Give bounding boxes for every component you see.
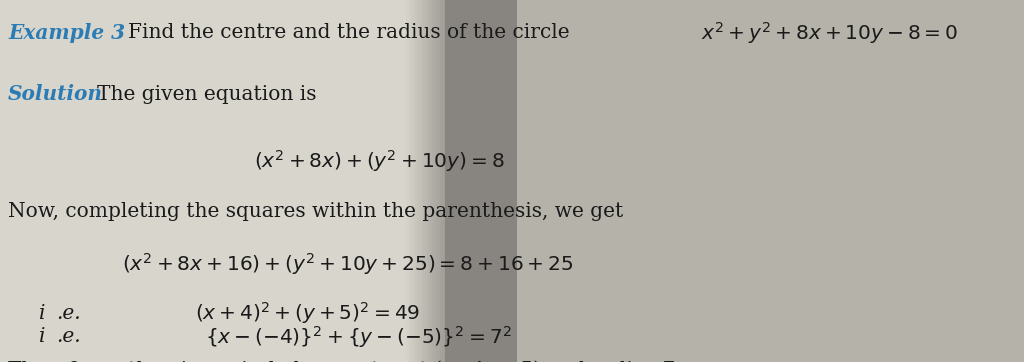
Text: i: i xyxy=(39,304,45,323)
FancyBboxPatch shape xyxy=(440,0,442,362)
FancyBboxPatch shape xyxy=(423,0,425,362)
Text: .e.: .e. xyxy=(56,327,81,346)
FancyBboxPatch shape xyxy=(454,0,456,362)
FancyBboxPatch shape xyxy=(445,0,447,362)
FancyBboxPatch shape xyxy=(517,0,1024,362)
FancyBboxPatch shape xyxy=(425,0,427,362)
Text: i: i xyxy=(39,327,45,346)
Text: Therefore,  the given circle has centre at (  −4,  −5) and radius 7: Therefore, the given circle has centre a… xyxy=(8,361,676,362)
FancyBboxPatch shape xyxy=(0,0,445,362)
FancyBboxPatch shape xyxy=(417,0,418,362)
FancyBboxPatch shape xyxy=(449,0,451,362)
FancyBboxPatch shape xyxy=(413,0,415,362)
Text: $(x+4)^2+(y+5)^2=49$: $(x+4)^2+(y+5)^2=49$ xyxy=(195,300,420,326)
Text: .e.: .e. xyxy=(56,304,81,323)
FancyBboxPatch shape xyxy=(445,0,517,362)
Text: The given equation is: The given equation is xyxy=(97,85,316,104)
Text: Now, completing the squares within the parenthesis, we get: Now, completing the squares within the p… xyxy=(8,202,624,221)
Text: $x^2+y^2+8x+10y-8=0$: $x^2+y^2+8x+10y-8=0$ xyxy=(701,20,958,46)
FancyBboxPatch shape xyxy=(420,0,422,362)
FancyBboxPatch shape xyxy=(432,0,433,362)
FancyBboxPatch shape xyxy=(442,0,443,362)
FancyBboxPatch shape xyxy=(408,0,410,362)
FancyBboxPatch shape xyxy=(428,0,430,362)
Text: Example 3: Example 3 xyxy=(8,22,125,43)
Text: Find the centre and the radius of the circle: Find the centre and the radius of the ci… xyxy=(128,23,575,42)
Text: $\{x-(-4)\}^2+\{y-(-5)\}^2=7^2$: $\{x-(-4)\}^2+\{y-(-5)\}^2=7^2$ xyxy=(205,324,512,350)
FancyBboxPatch shape xyxy=(437,0,438,362)
FancyBboxPatch shape xyxy=(443,0,445,362)
Text: Solution: Solution xyxy=(8,84,103,104)
FancyBboxPatch shape xyxy=(433,0,435,362)
FancyBboxPatch shape xyxy=(447,0,449,362)
FancyBboxPatch shape xyxy=(410,0,412,362)
FancyBboxPatch shape xyxy=(453,0,454,362)
FancyBboxPatch shape xyxy=(412,0,413,362)
FancyBboxPatch shape xyxy=(415,0,417,362)
Text: $(x^2+8x)+(y^2+10y)=8$: $(x^2+8x)+(y^2+10y)=8$ xyxy=(254,148,504,174)
FancyBboxPatch shape xyxy=(418,0,420,362)
FancyBboxPatch shape xyxy=(451,0,453,362)
FancyBboxPatch shape xyxy=(422,0,423,362)
Text: $(x^2+8x+16)+(y^2+10y+25)=8+16+25$: $(x^2+8x+16)+(y^2+10y+25)=8+16+25$ xyxy=(123,251,573,277)
FancyBboxPatch shape xyxy=(438,0,440,362)
FancyBboxPatch shape xyxy=(430,0,432,362)
FancyBboxPatch shape xyxy=(435,0,437,362)
FancyBboxPatch shape xyxy=(427,0,428,362)
